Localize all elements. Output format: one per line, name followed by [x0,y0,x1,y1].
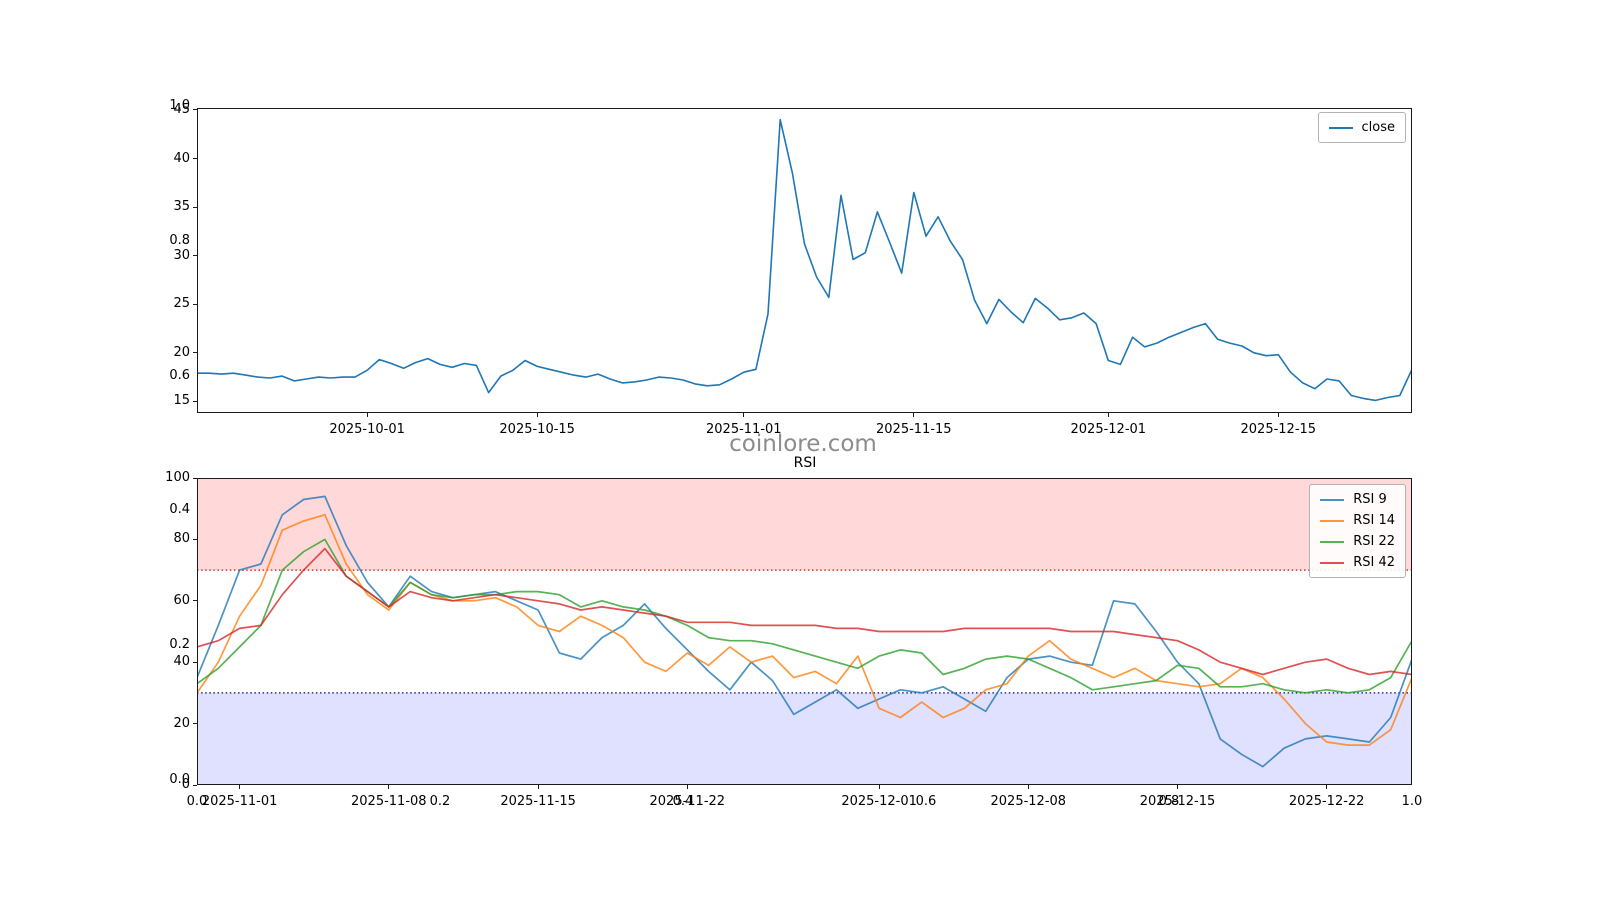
price-frame [197,108,1412,413]
rsi-ytick-label: 40 [173,654,190,670]
overbought-band [197,478,1412,571]
rsi-xtick-label: 2025-11-08 [351,794,427,809]
legend-entry: RSI 14 [1320,510,1395,531]
price-ytick-label: 40 [173,150,190,166]
rsi-xtickmark [1326,785,1328,789]
ghost-ytick-label: 0.2 [169,637,190,653]
rsi-xtickmark [686,785,688,789]
price-xtickmark [1277,413,1279,417]
legend-entry: RSI 22 [1320,531,1395,552]
ghost-ytick-label: 0.8 [169,232,190,248]
rsi-frame [197,478,1412,785]
ghost-ytick-label: 0.6 [169,367,190,383]
legend-label: RSI 42 [1353,555,1395,570]
ghost-ytick-label: 1.0 [169,98,190,113]
legend-entry: RSI 42 [1320,552,1395,573]
price-xtick-label: 2025-10-01 [329,422,405,437]
price-xtickmark [743,413,745,417]
rsi-ytickmark [193,723,197,725]
price-legend: close [1317,112,1406,143]
rsi-ytickmark [193,661,197,663]
rsi-ytickmark [193,600,197,602]
price-xtick-label: 2025-11-01 [706,422,782,437]
rsi-xtickmark [537,785,539,789]
legend-entry: close [1328,117,1395,138]
legend-label: close [1361,120,1395,135]
rsi-ytickmark [193,477,197,479]
rsi-9-line [197,495,1412,768]
rsi-ytickmark [193,784,197,786]
price-xtick-label: 2025-12-15 [1240,422,1317,437]
price-ytick-label: 20 [173,344,190,360]
price-xtick-label: 2025-10-15 [499,422,575,437]
rsi-ytick-label: 20 [173,715,190,731]
rsi-ytick-label: 80 [173,531,190,547]
rsi-xtick-label: 2025-12-15 [1139,794,1216,809]
price-ytickmark [193,158,197,159]
ghost-ytick-label: 0.4 [169,502,190,518]
oversold-band [197,692,1412,785]
legend-line-swatch [1320,561,1345,564]
rsi-xtick-label: 2025-12-08 [990,794,1067,809]
ghost-xtick-label: 1.0 [1401,794,1423,809]
legend-label: RSI 14 [1353,513,1395,528]
rsi-14-line [197,513,1412,746]
price-ytickmark [193,352,197,354]
price-ytick-label: 45 [173,101,190,117]
rsi-xtick-label: 2025-12-01 [841,794,917,809]
legend-label: RSI 9 [1353,492,1387,507]
rsi-subplot-title: RSI [793,455,817,471]
rsi-ytick-label: 0 [181,777,190,792]
watermark: coinlore.com [729,431,877,457]
legend-entry: RSI 9 [1320,489,1395,510]
legend-line-swatch [1320,519,1345,522]
price-xtickmark [366,413,368,417]
price-ytick-label: 35 [173,199,190,215]
rsi-xtickmark [239,785,241,789]
price-ytickmark [193,206,197,208]
price-ytickmark [193,255,197,257]
ghost-xtick-label: 0.6 [915,794,937,809]
price-ytickmark [193,109,197,111]
price-xtick-label: 2025-12-01 [1070,422,1147,437]
price-ytick-label: 25 [173,296,190,312]
ghost-xtick-label: 0.2 [429,794,451,809]
rsi-42-line [197,547,1412,676]
price-ytick-label: 30 [173,247,190,263]
price-xtickmark [913,413,915,417]
ghost-xtick-label: 0.4 [672,794,694,809]
rsi-ytickmark [193,538,197,540]
price-ytick-label: 15 [173,393,190,409]
price-xtickmark [536,413,538,417]
rsi-xtickmark [1177,785,1178,789]
price-ytickmark [193,303,197,305]
rsi-xtickmark [388,785,390,789]
ghost-ytick-label: 0.0 [169,772,190,787]
rsi-chart [197,478,1412,785]
price-xtickmark [1107,413,1109,417]
rsi-xtick-label: 2025-11-15 [500,794,576,809]
rsi-ytick-label: 60 [173,592,190,608]
legend-line-swatch [1320,498,1345,501]
legend-label: RSI 22 [1353,534,1395,549]
rsi-legend: RSI 9 RSI 14 RSI 22 RSI 42 [1309,484,1406,578]
rsi-ytick-label: 100 [165,470,190,485]
price-xtick-label: 2025-11-15 [876,422,952,437]
price-ytickmark [193,400,197,402]
legend-line-swatch [1328,126,1353,129]
price-chart [197,108,1412,413]
rsi-22-line [197,538,1412,694]
rsi-xtick-label: 2025-11-01 [201,794,278,809]
rsi-xtickmark [1027,785,1029,789]
rsi-xtickmark [878,785,880,789]
legend-line-swatch [1320,540,1345,543]
ghost-xtick-label: 0.8 [1158,794,1180,809]
rsi-xtick-label: 2025-11-22 [649,794,726,809]
ghost-xtick-label: 0.0 [186,794,208,809]
rsi-xtick-label: 2025-12-22 [1288,794,1365,809]
close-line [197,118,1412,402]
